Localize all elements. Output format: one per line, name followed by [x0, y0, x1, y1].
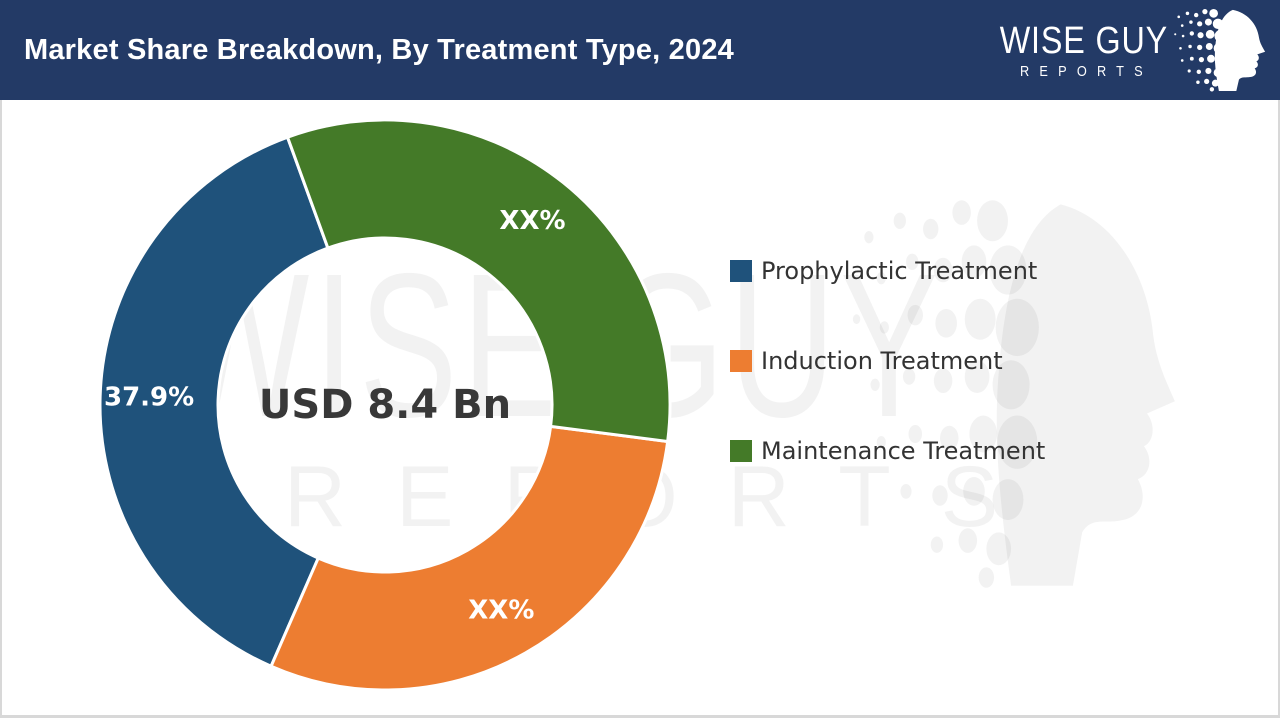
- pie-slice-label: 37.9%: [104, 383, 194, 413]
- chart-center-value: USD 8.4 Bn: [258, 382, 512, 428]
- legend-label: Prophylactic Treatment: [761, 257, 1038, 285]
- logo-wordmark: WISE GUY: [999, 19, 1168, 62]
- legend-swatch-induction: [730, 350, 752, 372]
- page-title: Market Share Breakdown, By Treatment Typ…: [24, 33, 734, 66]
- logo-text: WISE GUY REPORTS: [1000, 22, 1168, 79]
- wiseguy-logo: WISE GUY REPORTS: [970, 6, 1266, 94]
- legend-swatch-prophylactic: [730, 260, 752, 282]
- pie-slice-prophylactic-treatment: [98, 135, 330, 668]
- donut-chart: 37.9% XX% XX%: [98, 118, 672, 692]
- pie-slice-induction-treatment: [269, 424, 670, 692]
- header-bar: Market Share Breakdown, By Treatment Typ…: [0, 0, 1280, 100]
- legend-label: Induction Treatment: [761, 347, 1003, 375]
- wiseguy-face-icon: [1170, 6, 1266, 94]
- legend: Prophylactic Treatment Induction Treatme…: [730, 256, 1045, 466]
- pie-slice-label: XX%: [468, 595, 534, 625]
- legend-item-prophylactic-treatment: Prophylactic Treatment: [730, 256, 1045, 286]
- legend-item-induction-treatment: Induction Treatment: [730, 346, 1045, 376]
- chart-panel: WISE GUY REPORTS 37.9% XX% XX% USD 8.4 Bn …: [0, 100, 1280, 718]
- pie-slice-maintenance-treatment: [286, 118, 672, 444]
- legend-item-maintenance-treatment: Maintenance Treatment: [730, 436, 1045, 466]
- legend-label: Maintenance Treatment: [761, 437, 1046, 465]
- pie-slice-label: XX%: [499, 206, 565, 236]
- logo-sub-wordmark: REPORTS: [1019, 62, 1153, 80]
- legend-swatch-maintenance: [730, 440, 752, 462]
